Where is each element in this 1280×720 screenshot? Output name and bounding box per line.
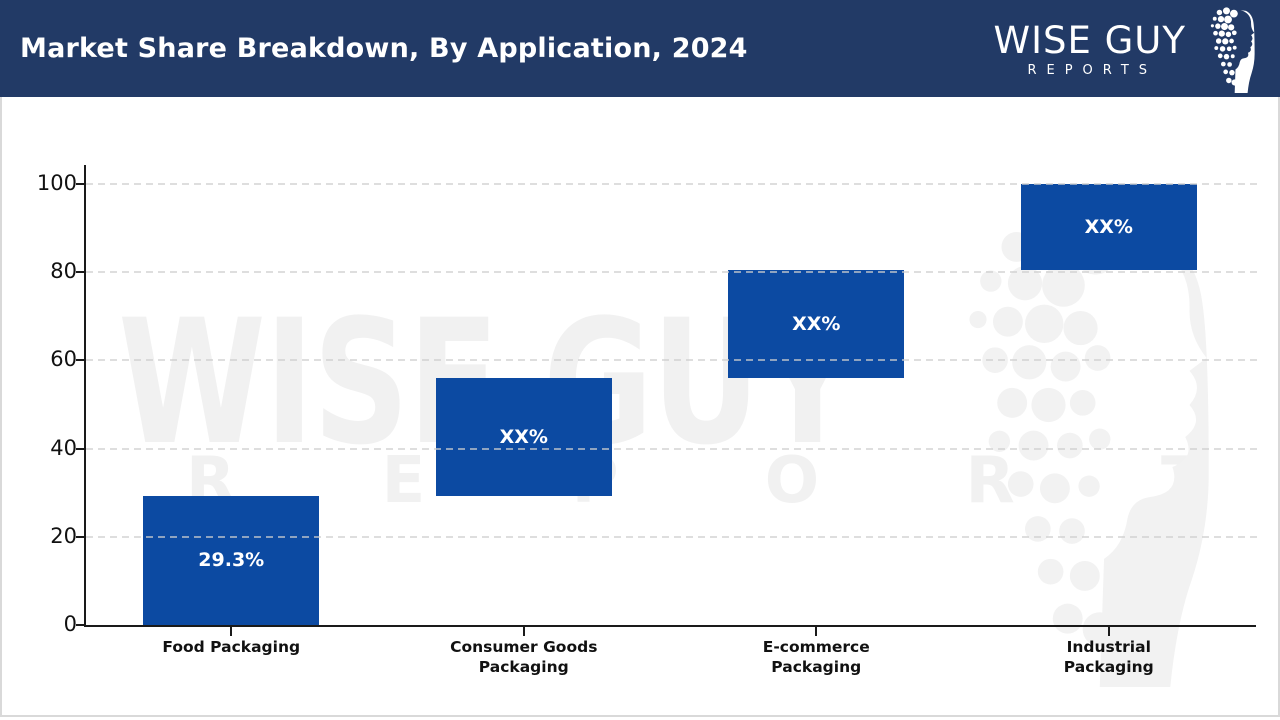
bar-value-label-consumer-goods-packaging: XX% [499, 425, 548, 448]
header-banner: Market Share Breakdown, By Application, … [0, 0, 1280, 97]
watermark-reports-text: R E P O R T S [186, 444, 1280, 518]
bar-consumer-goods-packaging: XX% [435, 378, 612, 496]
bar-e-commerce-packaging: XX% [728, 269, 905, 379]
y-axis-tick-20 [76, 535, 84, 538]
gridline-60 [86, 359, 1262, 362]
x-tick-label-line: Food Packaging [162, 638, 301, 656]
y-axis-tick-100 [76, 183, 84, 185]
y-tick-label-40: 40 [50, 435, 77, 460]
bar-value-label-food-packaging: 29.3% [198, 549, 265, 572]
y-axis-tick-80 [76, 271, 84, 274]
chart-plot-area: WISE GUY R E P O R T S 02040608010029.3%… [0, 97, 1280, 717]
logo-reports-text: REPORTS [1027, 63, 1158, 78]
x-tick-label-consumer-goods-packaging: Consumer Goods Packaging [404, 637, 644, 677]
x-tick-label-line: Consumer Goods [450, 638, 598, 656]
x-tick-label-line: Packaging [1063, 658, 1154, 676]
y-axis-tick-40 [76, 447, 84, 450]
x-tick-label-line: E-commerce [762, 638, 870, 656]
y-tick-label-0: 0 [63, 612, 77, 636]
chart-title: Market Share Breakdown, By Application, … [20, 33, 748, 64]
x-axis-line [84, 625, 1256, 627]
y-tick-label-60: 60 [50, 347, 77, 372]
x-axis-tick-consumer-goods-packaging [522, 627, 525, 636]
gridline-20 [86, 535, 1262, 538]
y-axis-tick-0 [76, 624, 84, 626]
y-axis-line [84, 165, 86, 627]
x-axis-tick-industrial-packaging [1107, 627, 1110, 636]
x-tick-label-food-packaging: Food Packaging [111, 637, 351, 657]
bar-value-label-e-commerce-packaging: XX% [792, 313, 841, 335]
x-tick-label-line: Packaging [478, 658, 569, 676]
y-axis-tick-60 [76, 359, 84, 362]
x-tick-label-line: Industrial [1066, 638, 1151, 656]
gridline-100 [86, 183, 1262, 185]
y-tick-label-20: 20 [50, 523, 77, 548]
x-axis-tick-e-commerce-packaging [815, 627, 818, 636]
x-axis-tick-food-packaging [230, 627, 233, 636]
y-tick-label-80: 80 [50, 259, 77, 284]
x-tick-label-industrial-packaging: Industrial Packaging [989, 637, 1229, 677]
bar-value-label-industrial-packaging: XX% [1084, 215, 1133, 238]
gridline-80 [86, 271, 1262, 274]
x-tick-label-e-commerce-packaging: E-commerce Packaging [696, 637, 936, 677]
gridline-40 [86, 447, 1262, 450]
y-tick-label-100: 100 [36, 171, 77, 195]
logo-wiseguy-text: WISE GUY [993, 19, 1186, 62]
x-tick-label-line: Packaging [771, 658, 862, 676]
bar-industrial-packaging: XX% [1020, 184, 1197, 270]
bar-food-packaging: 29.3% [143, 495, 320, 625]
wise-guy-reports-logo: WISE GUY REPORTS [994, 6, 1262, 94]
logo-head-icon [1210, 7, 1255, 93]
